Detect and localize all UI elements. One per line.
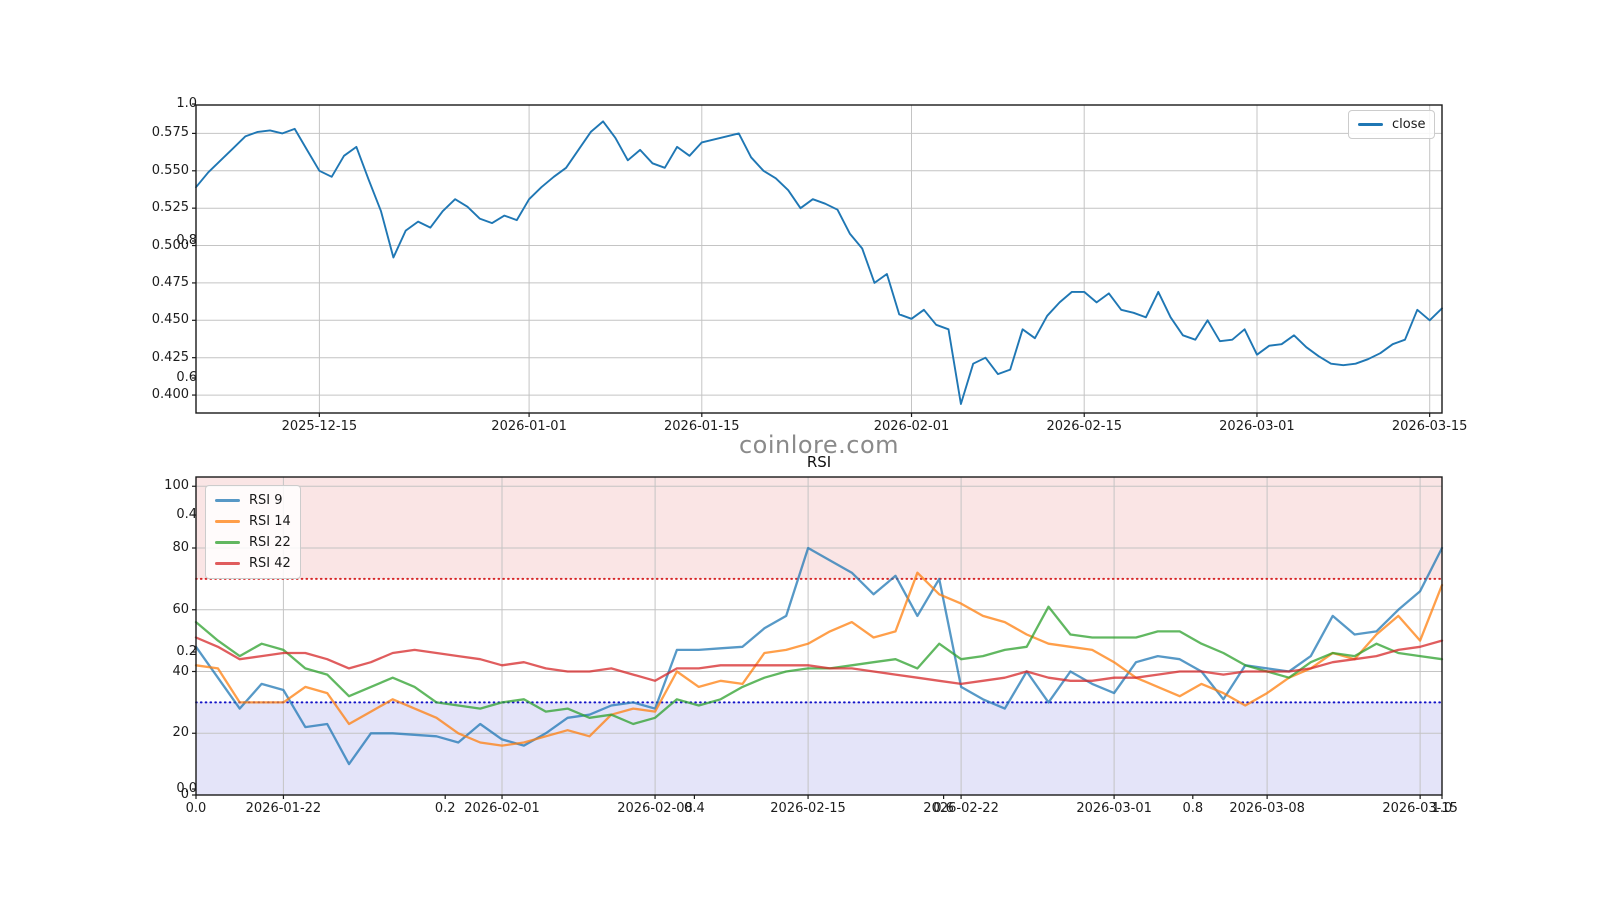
- tick-label: 0.4: [684, 801, 705, 816]
- legend-row-close: close: [1358, 115, 1425, 134]
- tick-label: 0.475: [151, 274, 189, 290]
- tick-label: 40: [172, 663, 189, 679]
- watermark: coinlore.com: [738, 431, 900, 459]
- tick-label: 20: [172, 725, 189, 741]
- close-line-swatch-icon: [1358, 123, 1383, 126]
- tick-label: 2026-02-08: [617, 801, 693, 816]
- tick-label: 0.400: [151, 387, 189, 403]
- legend-label-rsi22: RSI 22: [249, 535, 291, 550]
- tick-label: 2026-02-01: [464, 801, 540, 816]
- tick-label: 2026-02-15: [770, 801, 846, 816]
- tick-label: 0.575: [151, 125, 189, 141]
- tick-label: 2026-02-22: [923, 801, 999, 816]
- tick-label: 80: [172, 540, 189, 555]
- legend-rsi: RSI 9 RSI 14 RSI 22 RSI 42: [205, 485, 301, 579]
- tick-label: 0.525: [151, 200, 189, 216]
- tick-label: 0.6: [933, 801, 954, 816]
- legend-close: close: [1348, 110, 1436, 139]
- tick-label: 0.500: [151, 237, 189, 253]
- rsi-chart-title: RSI: [806, 453, 832, 471]
- rsi22-line-swatch-icon: [215, 541, 240, 544]
- tick-label: 2026-03-01: [1219, 419, 1295, 434]
- tick-label: 0.0: [176, 781, 197, 796]
- tick-label: 2026-01-01: [491, 419, 567, 434]
- tick-label: 2026-03-15: [1391, 419, 1468, 434]
- tick-label: 2026-01-15: [664, 419, 740, 434]
- tick-label: 0.2: [434, 801, 456, 816]
- legend-label-rsi42: RSI 42: [249, 556, 291, 571]
- tick-label: 0.6: [176, 370, 197, 385]
- tick-label: 1.0: [1431, 801, 1453, 816]
- legend-label-close: close: [1392, 117, 1426, 132]
- tick-label: 1.0: [176, 96, 197, 111]
- rsi42-line-swatch-icon: [215, 562, 240, 565]
- rsi9-line-swatch-icon: [215, 499, 240, 502]
- tick-label: 0.550: [151, 162, 189, 178]
- tick-label: 0.0: [185, 801, 207, 816]
- legend-row-rsi9: RSI 9: [215, 490, 291, 511]
- tick-label: 60: [172, 601, 189, 617]
- legend-row-rsi42: RSI 42: [215, 553, 291, 574]
- tick-label: 2025-12-15: [281, 419, 358, 434]
- tick-label: 2026-03-01: [1076, 801, 1152, 816]
- tick-label: 0.425: [151, 349, 189, 365]
- tick-label: 100: [164, 478, 189, 494]
- tick-label: 2026-03-15: [1382, 801, 1458, 816]
- tick-label: 2026-02-01: [873, 419, 950, 434]
- tick-label: 0.8: [176, 233, 197, 248]
- tick-label: 2026-01-22: [245, 801, 322, 816]
- legend-label-rsi14: RSI 14: [249, 514, 291, 529]
- tick-label: 0: [180, 787, 189, 802]
- tick-label: 2026-02-15: [1046, 419, 1123, 434]
- tick-label: 2026-03-08: [1229, 801, 1305, 816]
- rsi14-line-swatch-icon: [215, 520, 240, 523]
- tick-label: 0.8: [1182, 801, 1204, 816]
- tick-label: 0.4: [176, 507, 197, 522]
- tick-label: 0.450: [151, 312, 189, 328]
- tick-label: 0.2: [176, 644, 197, 659]
- legend-label-rsi9: RSI 9: [249, 493, 283, 508]
- legend-row-rsi14: RSI 14: [215, 511, 291, 532]
- legend-row-rsi22: RSI 22: [215, 532, 291, 553]
